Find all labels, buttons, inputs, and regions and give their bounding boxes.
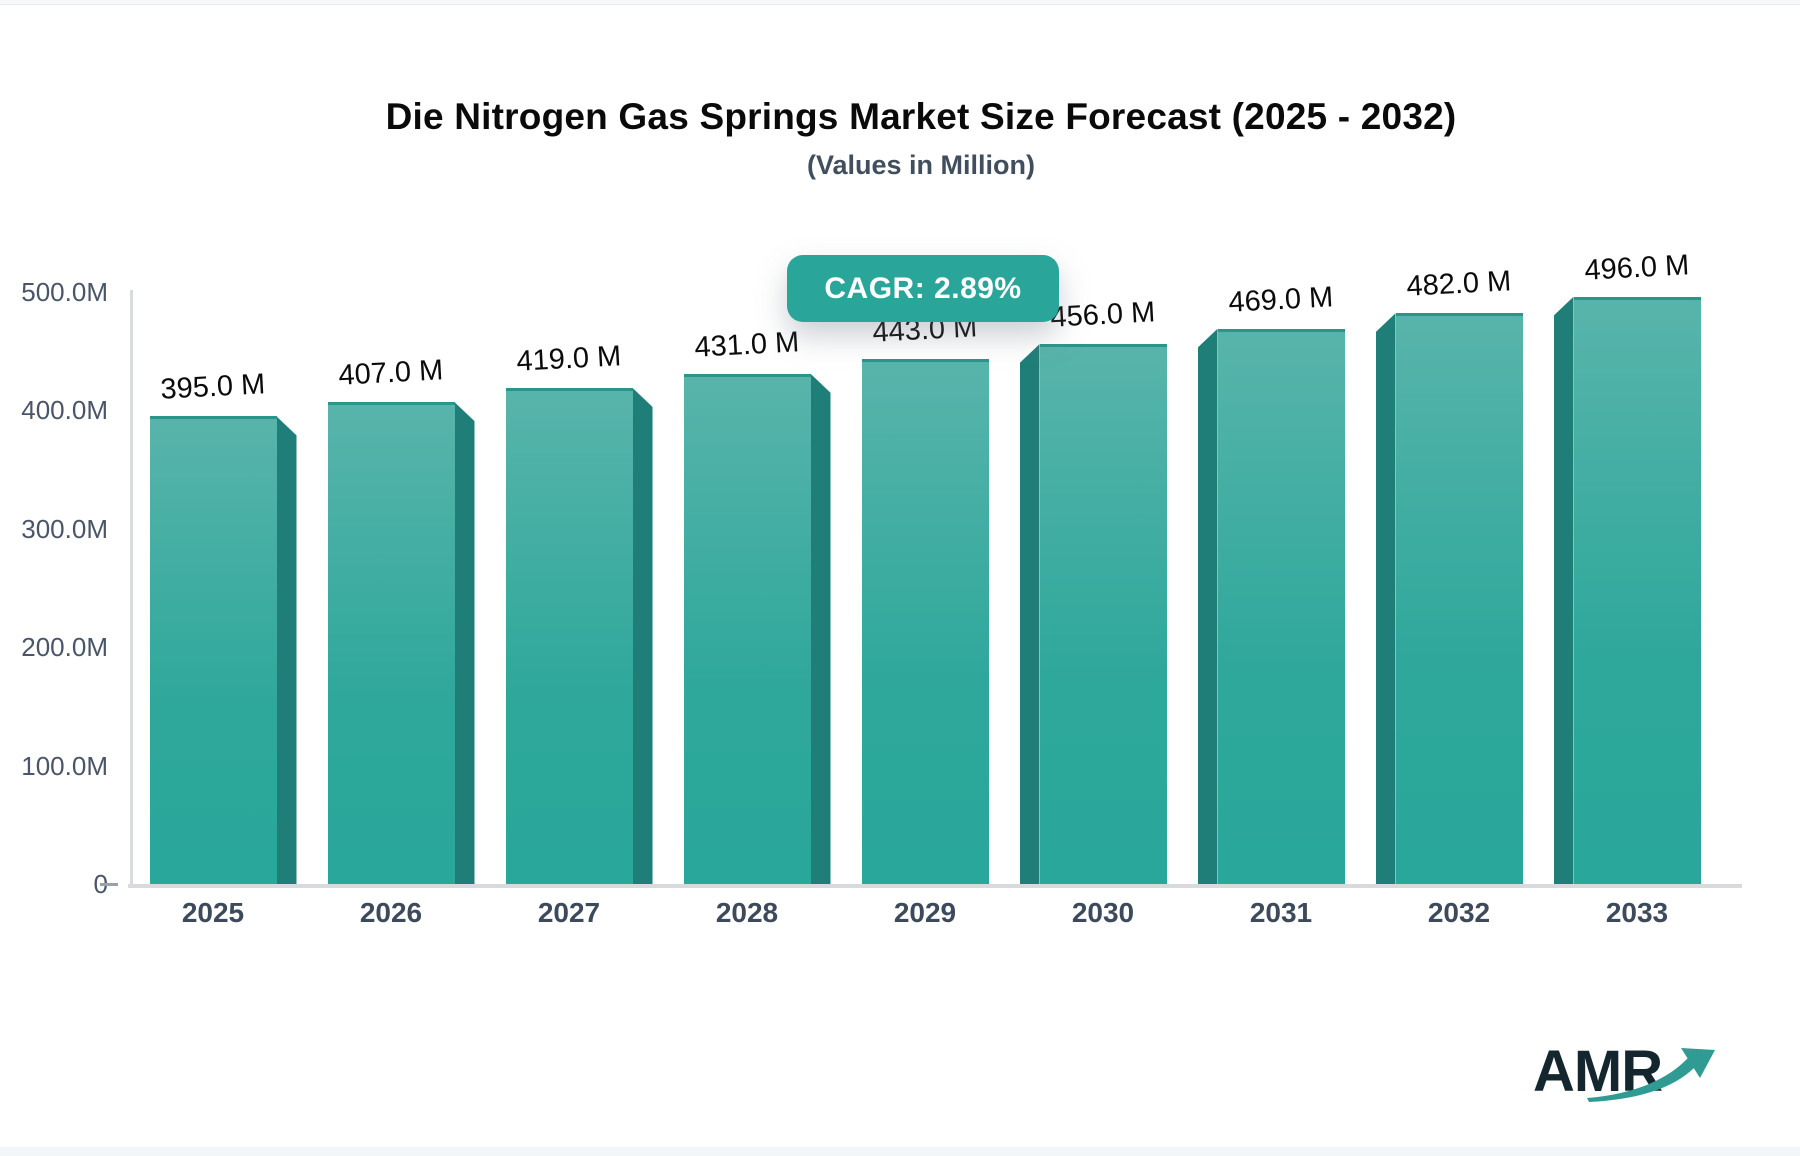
bar-2026[interactable] (327, 402, 455, 884)
bar-2030[interactable] (1039, 344, 1167, 884)
x-axis-label-2033: 2033 (1605, 897, 1669, 928)
value-label-2033: 496.0 M (1583, 249, 1691, 287)
x-axis-label-2025: 2025 (181, 897, 245, 928)
bottom-border-strip (0, 1147, 1800, 1156)
amr-logo[interactable]: AMR (1533, 1038, 1715, 1108)
bar-2032[interactable] (1395, 313, 1523, 884)
chart-subtitle: (Values in Million) (806, 150, 1036, 180)
bar-2029[interactable] (861, 359, 989, 884)
bar-side-2033 (1553, 296, 1574, 884)
bar-2028[interactable] (683, 373, 811, 884)
top-border-strip (0, 0, 1800, 5)
chart-title: Die Nitrogen Gas Springs Market Size For… (385, 96, 1457, 137)
bar-side-2030 (1019, 344, 1040, 884)
bar-side-2026 (454, 402, 475, 884)
x-axis-label-2031: 2031 (1249, 897, 1313, 928)
y-axis-tick-200.0M: 200.0M (21, 632, 108, 663)
y-axis-tick-100.0M: 100.0M (21, 750, 108, 781)
zero-tick-mark (100, 883, 118, 886)
x-axis-label-2032: 2032 (1427, 897, 1491, 928)
bar-side-2027 (632, 387, 653, 884)
x-axis-label-2027: 2027 (537, 897, 601, 928)
bar-side-2025 (276, 416, 297, 884)
value-label-2025: 395.0 M (159, 368, 267, 407)
bar-2031[interactable] (1217, 328, 1345, 884)
x-axis-label-2026: 2026 (359, 897, 423, 928)
value-label-2031: 469.0 M (1227, 280, 1335, 319)
trend-up-arrow-icon (1587, 1048, 1715, 1102)
value-label-2026: 407.0 M (337, 354, 445, 392)
x-axis-label-2030: 2030 (1071, 897, 1135, 928)
value-label-2032: 482.0 M (1405, 265, 1513, 304)
value-label-2028: 431.0 M (693, 325, 801, 364)
y-axis-line (130, 290, 133, 886)
value-label-2027: 419.0 M (515, 340, 623, 378)
x-axis-label-2028: 2028 (715, 897, 779, 928)
y-axis-tick-0: 0 (0, 868, 108, 900)
bar-side-2028 (810, 373, 831, 884)
cagr-badge: CAGR: 2.89% (787, 255, 1059, 322)
bar-2033[interactable] (1573, 296, 1701, 884)
bar-2025[interactable] (149, 416, 277, 884)
x-axis-label-2029: 2029 (893, 897, 957, 928)
y-axis-tick-500.0M: 500.0M (21, 277, 108, 307)
bar-side-2032 (1375, 313, 1396, 884)
x-axis-line (128, 884, 1742, 888)
y-axis-tick-400.0M: 400.0M (21, 395, 108, 426)
bar-2027[interactable] (505, 387, 633, 884)
bar-side-2031 (1197, 328, 1218, 884)
y-axis-tick-300.0M: 300.0M (21, 513, 108, 544)
